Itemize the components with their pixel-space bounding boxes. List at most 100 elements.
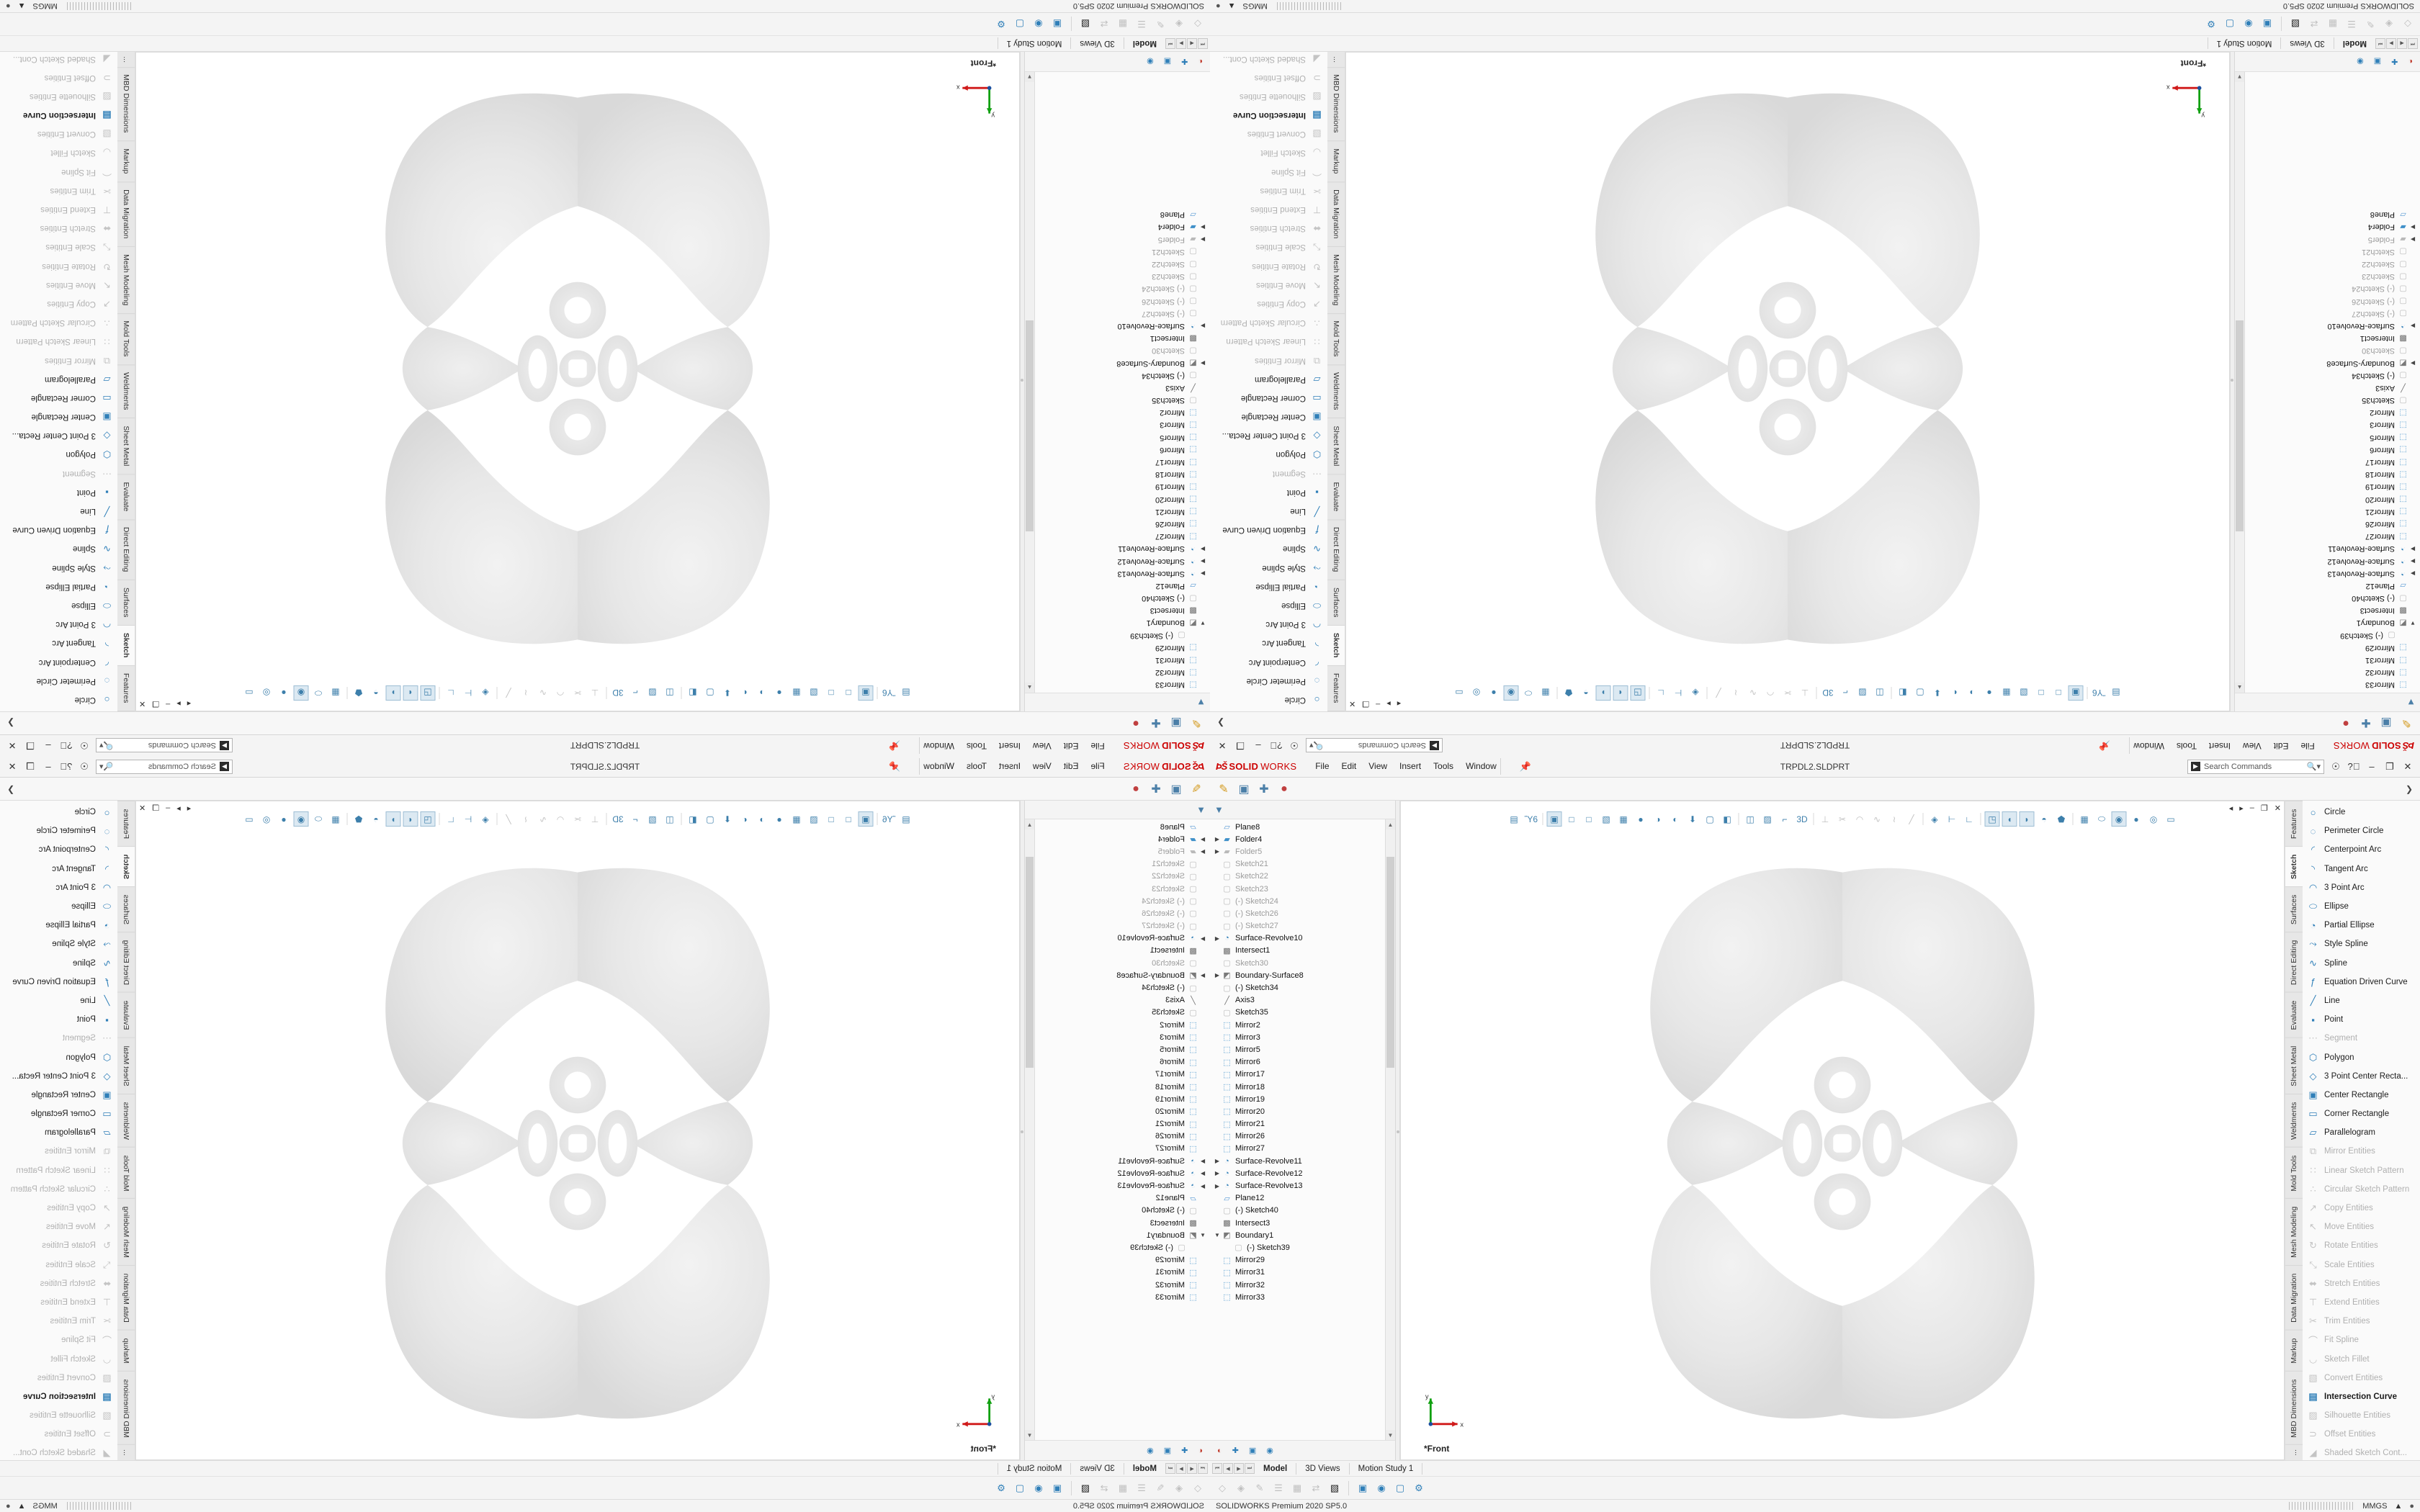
curves-icon[interactable]: ∟: [1965, 814, 1973, 824]
appearance-icon[interactable]: ●: [1132, 717, 1139, 730]
ribbon-tab-markup[interactable]: Markup: [117, 1329, 135, 1371]
scene-sphere-icon[interactable]: ●: [281, 688, 287, 698]
account-icon[interactable]: ☉: [2331, 760, 2340, 772]
minimize-doc-icon[interactable]: –: [166, 700, 171, 708]
tree-expand-arrow-icon[interactable]: ▶: [2410, 236, 2416, 243]
property-manager-icon[interactable]: ✚: [1232, 1446, 1239, 1455]
tree-item[interactable]: ▢ Sketch21: [1025, 246, 1207, 258]
next-tab-button[interactable]: ▶: [2386, 38, 2396, 49]
ribbon-item-point[interactable]: ▪ Point: [2303, 1010, 2420, 1029]
ribbon-tab-evaluate[interactable]: Evaluate: [117, 992, 135, 1038]
appearance-sphere-icon[interactable]: ◉: [293, 811, 309, 827]
shaded-with-edges-icon[interactable]: ◈: [1175, 19, 1183, 30]
menu-item-view[interactable]: View: [1032, 760, 1052, 771]
panel-splitter[interactable]: [2230, 52, 2234, 711]
menu-item-window[interactable]: Window: [923, 760, 954, 771]
shaded-with-edges-icon[interactable]: ◈: [1237, 1482, 1245, 1493]
tree-item[interactable]: ╱ Axis3: [1025, 382, 1207, 394]
appearance-icon[interactable]: ●: [1132, 782, 1139, 795]
zoom-to-fit-icon[interactable]: ▣: [1546, 811, 1562, 827]
tree-item[interactable]: ▶ ◔ Surface-Revolve12: [2235, 555, 2417, 567]
ribbon-item-spline[interactable]: ∿ Spline: [2303, 954, 2420, 973]
ribbon-item-center-rectangle[interactable]: ▣ Center Rectangle: [1210, 408, 1327, 426]
tree-item[interactable]: ▶ ◔ Surface-Revolve11: [1025, 1155, 1207, 1167]
tree-item[interactable]: ▢ Sketch21: [1213, 858, 1395, 870]
chevron-right-icon[interactable]: ❯: [7, 783, 15, 794]
tree-item[interactable]: ▱ Plane12: [1025, 580, 1207, 592]
search-commands-box[interactable]: ▶ Search Commands 🔍▾: [1306, 738, 1443, 753]
plane-display-icon[interactable]: ⬭: [2097, 814, 2106, 824]
view-settings-icon[interactable]: ▢: [1916, 688, 1924, 698]
restore-button[interactable]: ❐: [26, 760, 35, 772]
tree-expand-arrow-icon[interactable]: ▶: [1200, 972, 1206, 979]
ribbon-item-polygon[interactable]: ⬡ Polygon: [0, 1048, 117, 1066]
tree-item[interactable]: ▶ ◔ Surface-Revolve11: [1025, 543, 1207, 555]
tab-motion-study[interactable]: Motion Study 1: [997, 1462, 1071, 1475]
ribbon-tab-evaluate[interactable]: Evaluate: [2285, 992, 2303, 1038]
ribbon-item-parallelogram[interactable]: ▱ Parallelogram: [2303, 1123, 2420, 1142]
tree-item[interactable]: ⬚ Mirror18: [2235, 469, 2417, 481]
tree-item[interactable]: ⬚ Mirror17: [1213, 1068, 1395, 1081]
tree-item[interactable]: ⬚ Mirror26: [1213, 1130, 1395, 1143]
tree-item[interactable]: ▢ Sketch23: [1213, 883, 1395, 895]
menu-item-insert[interactable]: Insert: [1399, 760, 1422, 771]
ribbon-tab-data-migration[interactable]: Data Migration: [117, 182, 135, 248]
ribbon-item-line[interactable]: ╱ Line: [0, 991, 117, 1010]
tree-item[interactable]: ▢ (-) Sketch39: [1025, 629, 1207, 642]
ribbon-tab-mbd-dimensions[interactable]: MBD Dimensions: [117, 67, 135, 142]
help-icon[interactable]: ?⃝: [2347, 761, 2360, 772]
ribbon-item-intersection-curve[interactable]: ▤ Intersection Curve: [0, 106, 117, 125]
menu-item-window[interactable]: Window: [2133, 741, 2164, 752]
tree-item[interactable]: ⬚ Mirror29: [1025, 1254, 1207, 1266]
ribbon-item-point[interactable]: ▪ Point: [0, 483, 117, 502]
view-orientation-icon[interactable]: ▦: [2002, 688, 2011, 698]
prev-tab-button[interactable]: ◀: [1187, 1463, 1197, 1474]
previous-view-icon[interactable]: □: [1586, 814, 1592, 824]
ribbon-tab-sheet-metal[interactable]: Sheet Metal: [1327, 418, 1345, 475]
apply-scene-icon[interactable]: ⇄: [1312, 1482, 1320, 1493]
ribbon-item-spline[interactable]: ∿ Spline: [0, 539, 117, 558]
surface-icon[interactable]: ◈: [482, 814, 489, 824]
tree-item[interactable]: ▢ Sketch35: [1025, 395, 1207, 407]
tree-item[interactable]: ⬚ Mirror32: [1213, 1279, 1395, 1291]
ribbon-item-3-point-center-recta-[interactable]: ◇ 3 Point Center Recta...: [1210, 426, 1327, 445]
ribbon-item-3-point-arc[interactable]: ◠ 3 Point Arc: [2303, 878, 2420, 897]
view-orientation-icon[interactable]: ▧: [1330, 1482, 1340, 1493]
tab-nav-buttons[interactable]: ⏮ ◀ ▶ ⏭: [2375, 38, 2420, 49]
grid-icon[interactable]: ▦: [2080, 814, 2089, 824]
section-view-icon[interactable]: ▧: [1602, 814, 1610, 824]
first-tab-button[interactable]: ⏮: [1198, 38, 1208, 49]
ribbon-item-polygon[interactable]: ⬡ Polygon: [2303, 1048, 2420, 1066]
menu-item-window[interactable]: Window: [923, 741, 954, 752]
tree-item[interactable]: ⬚ Mirror3: [1025, 419, 1207, 431]
menu-item-edit[interactable]: Edit: [1341, 760, 1357, 771]
sketch-icon[interactable]: ⌐: [632, 688, 638, 698]
ribbon-tab-surfaces[interactable]: Surfaces: [117, 580, 135, 626]
ribbon-item-3-point-arc[interactable]: ◠ 3 Point Arc: [1210, 615, 1327, 634]
tree-expand-arrow-icon[interactable]: ▶: [1200, 836, 1206, 843]
measure-icon[interactable]: ▣: [1170, 716, 1182, 729]
close-doc-icon[interactable]: ✕: [2274, 804, 2281, 813]
scroll-up-arrow-icon[interactable]: ▲: [1025, 819, 1034, 829]
ribbon-item-centerpoint-arc[interactable]: ◜ Centerpoint Arc: [1210, 652, 1327, 671]
tree-item[interactable]: ⬚ Mirror21: [1213, 1118, 1395, 1130]
minimize-doc-icon[interactable]: –: [2249, 804, 2254, 812]
tree-item[interactable]: ▩ Intersect1: [2235, 333, 2417, 345]
ribbon-tab-mold-tools[interactable]: Mold Tools: [2285, 1146, 2303, 1199]
tree-item[interactable]: ▶ ▰ Folder4: [2235, 221, 2417, 233]
tree-item[interactable]: ⬚ Mirror33: [2235, 679, 2417, 691]
tree-item[interactable]: ⬚ Mirror31: [2235, 654, 2417, 666]
last-tab-button[interactable]: ⏭: [1245, 1463, 1255, 1474]
tree-item[interactable]: ▩ Intersect3: [1025, 605, 1207, 617]
previous-view-icon[interactable]: □: [828, 688, 834, 698]
wireframe-icon[interactable]: ◓: [1583, 688, 1589, 698]
tree-expand-arrow-icon[interactable]: ▼: [2410, 619, 2416, 626]
view-heads-up-toolbar[interactable]: ▤ Ὓ6 ▣ □ □ ▧ ▦ ● ◑ ◐ ⬇ ▢ ◧ ◫ ▨ ⌐ 3D ⊥ ✂ ◠ ∿ ≀ ╱ ◈ ⊢ ∟ ◳ ◖ ◗ ◓ ⬟ ▦ ⬭ ◉ ● ◎ ▭: [1507, 811, 2179, 827]
feature-manager-icon[interactable]: ◐: [2408, 57, 2413, 66]
ribbon-item-circle[interactable]: ○ Circle: [0, 690, 117, 709]
section-icon[interactable]: ✚: [2361, 716, 2371, 729]
ribbon-item-tangent-arc[interactable]: ◝ Tangent Arc: [2303, 860, 2420, 878]
pin-icon[interactable]: 📌: [889, 760, 901, 772]
rotate-view-icon[interactable]: ◧: [1899, 688, 1907, 698]
feature-tree-scroll[interactable]: ▱ Plane8 ▶ ▰ Folder4 ▶ ▰ Folder5 ▢ Sketch21 ▢ Sketc…: [1210, 819, 1395, 1440]
